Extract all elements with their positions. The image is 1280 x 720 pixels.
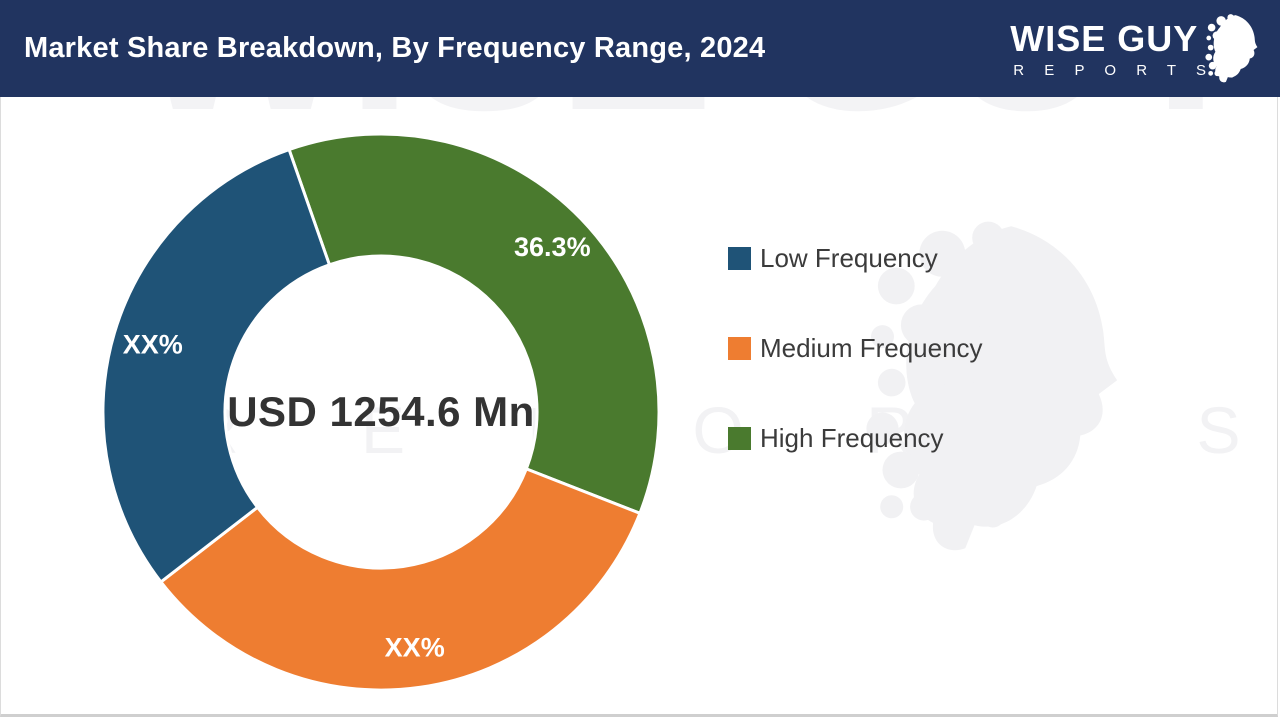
wiseguy-face-icon xyxy=(1205,14,1258,83)
logo-subtitle: R E P O R T S xyxy=(1013,62,1214,79)
content-area: WISE GUY R E P O R T S 36.3%XX%XX% USD 1… xyxy=(0,97,1278,717)
legend-item-low-frequency: Low Frequency xyxy=(728,243,983,273)
legend-item-high-frequency: High Frequency xyxy=(728,423,983,453)
legend-label: Low Frequency xyxy=(760,243,938,273)
header: Market Share Breakdown, By Frequency Ran… xyxy=(0,0,1280,97)
donut-segment-label: 36.3% xyxy=(514,232,591,262)
legend-item-medium-frequency: Medium Frequency xyxy=(728,333,983,363)
legend-swatch-low xyxy=(728,246,751,270)
legend-label: High Frequency xyxy=(760,423,944,453)
logo-text: WISE GUY R E P O R T S xyxy=(1010,18,1214,80)
donut-segment-label: XX% xyxy=(385,633,445,663)
donut-chart: 36.3% XX% XX% xyxy=(101,132,661,692)
legend-label: Medium Frequency xyxy=(760,333,983,363)
logo-wordmark: WISE GUY xyxy=(1010,18,1199,59)
wise-guy-logo: WISE GUY R E P O R T S xyxy=(1010,7,1266,85)
donut-segment-low-frequency xyxy=(101,148,331,584)
donut-segment-high-frequency xyxy=(287,132,661,515)
donut-segment-label: XX% xyxy=(123,329,183,359)
chart-legend: Low Frequency Medium Frequency High Freq… xyxy=(728,243,983,513)
page-title: Market Share Breakdown, By Frequency Ran… xyxy=(24,32,766,64)
legend-swatch-medium xyxy=(728,336,751,360)
legend-swatch-high xyxy=(728,426,751,450)
donut-segment-medium-frequency xyxy=(159,467,642,692)
